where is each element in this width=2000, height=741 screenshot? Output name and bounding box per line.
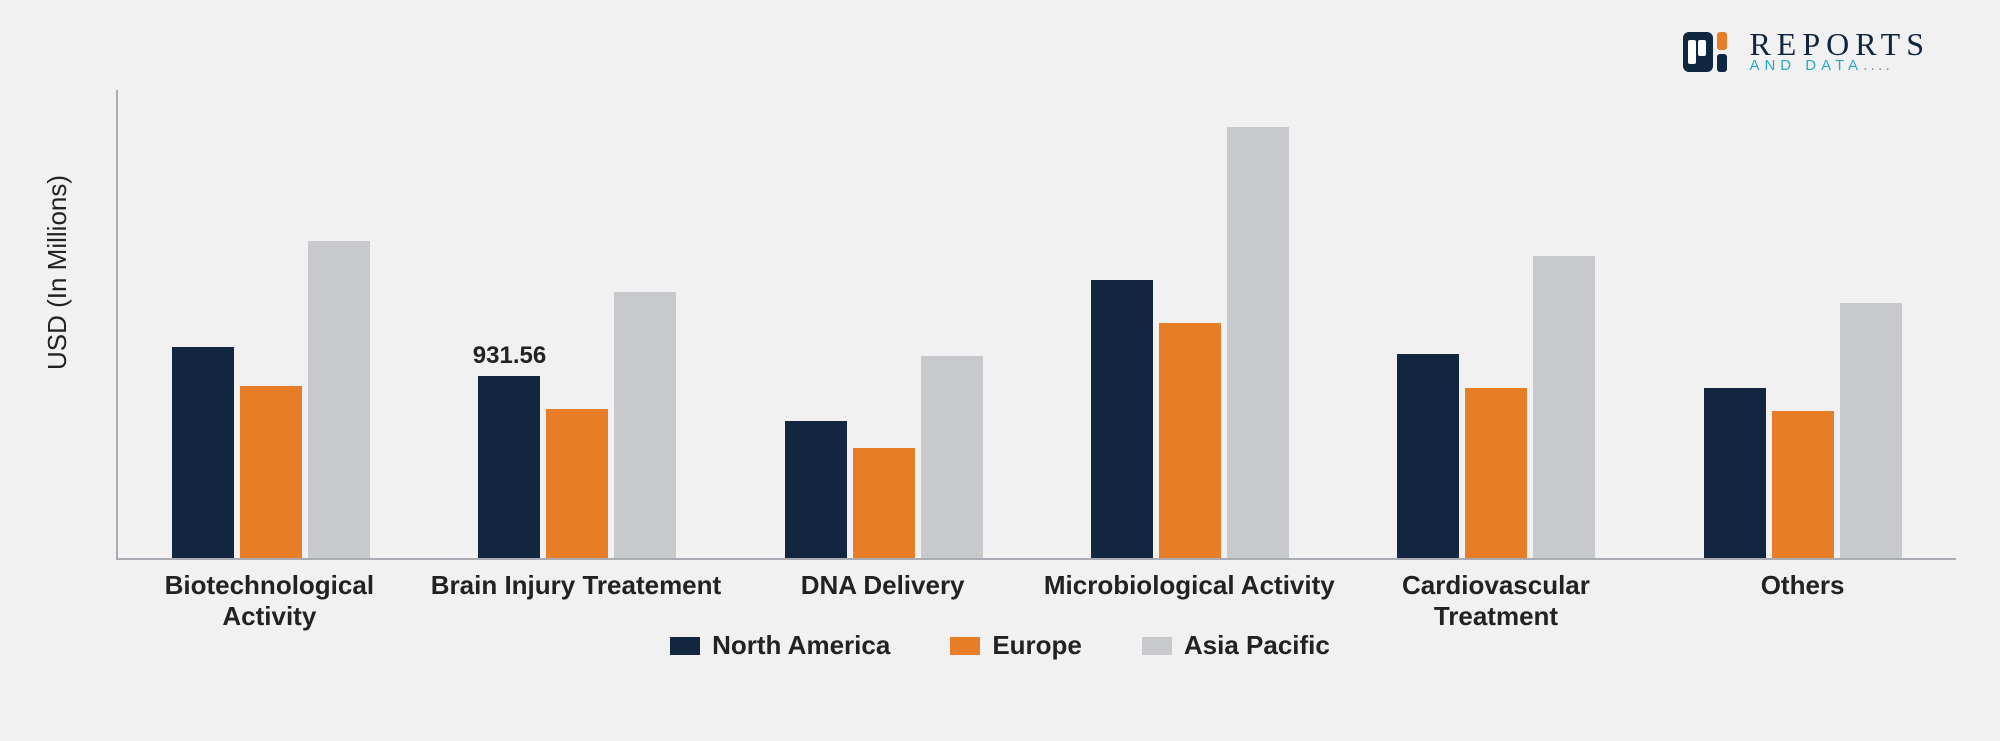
bar [308, 241, 370, 558]
logo-brand: REPORTS [1749, 30, 1930, 59]
logo-mark-icon [1683, 32, 1739, 72]
bar [1159, 323, 1221, 558]
bar [546, 409, 608, 558]
legend-label: Asia Pacific [1184, 630, 1330, 661]
bar-groups: 931.56 [118, 90, 1956, 558]
logo-sub-text: AND DATA [1749, 57, 1863, 74]
legend-item: North America [670, 630, 890, 661]
legend: North America Europe Asia Pacific [30, 630, 1970, 661]
logo-dots: .... [1863, 57, 1893, 74]
legend-swatch [1142, 637, 1172, 655]
market-chart: REPORTS AND DATA.... USD (In Millions) 9… [30, 10, 1970, 720]
bar [1772, 411, 1834, 558]
x-axis-category-label: Cardiovascular Treatment [1346, 570, 1646, 632]
bar-group [785, 90, 983, 558]
bar [1091, 280, 1153, 558]
logo-text: REPORTS AND DATA.... [1749, 30, 1930, 73]
bar [172, 347, 234, 559]
bar [1704, 388, 1766, 558]
bar-group: 931.56 [478, 90, 676, 558]
legend-label: Europe [992, 630, 1082, 661]
x-axis-category-label: Brain Injury Treatement [426, 570, 726, 632]
y-axis-label: USD (In Millions) [42, 175, 73, 370]
bar-group [172, 90, 370, 558]
bar [614, 292, 676, 558]
logo-subline: AND DATA.... [1749, 59, 1930, 73]
bar: 931.56 [478, 376, 540, 558]
bar [785, 421, 847, 558]
x-axis-category-label: DNA Delivery [733, 570, 1033, 632]
bar [1397, 354, 1459, 558]
bar [1840, 303, 1902, 558]
bar [240, 386, 302, 558]
logo-reports-and-data: REPORTS AND DATA.... [1683, 30, 1930, 73]
bar-group [1397, 90, 1595, 558]
bar [1227, 127, 1289, 558]
legend-item: Asia Pacific [1142, 630, 1330, 661]
bar [853, 448, 915, 558]
legend-swatch [670, 637, 700, 655]
legend-swatch [950, 637, 980, 655]
x-axis-category-label: Others [1653, 570, 1953, 632]
bar-data-label: 931.56 [473, 342, 546, 370]
bar [1533, 256, 1595, 558]
x-axis-category-label: Biotechnological Activity [119, 570, 419, 632]
legend-label: North America [712, 630, 890, 661]
bar-group [1704, 90, 1902, 558]
x-axis-labels: Biotechnological ActivityBrain Injury Tr… [116, 570, 1956, 632]
bar [1465, 388, 1527, 558]
legend-item: Europe [950, 630, 1082, 661]
bar-group [1091, 90, 1289, 558]
bar [921, 356, 983, 558]
plot-area: 931.56 [116, 90, 1956, 560]
x-axis-category-label: Microbiological Activity [1039, 570, 1339, 632]
